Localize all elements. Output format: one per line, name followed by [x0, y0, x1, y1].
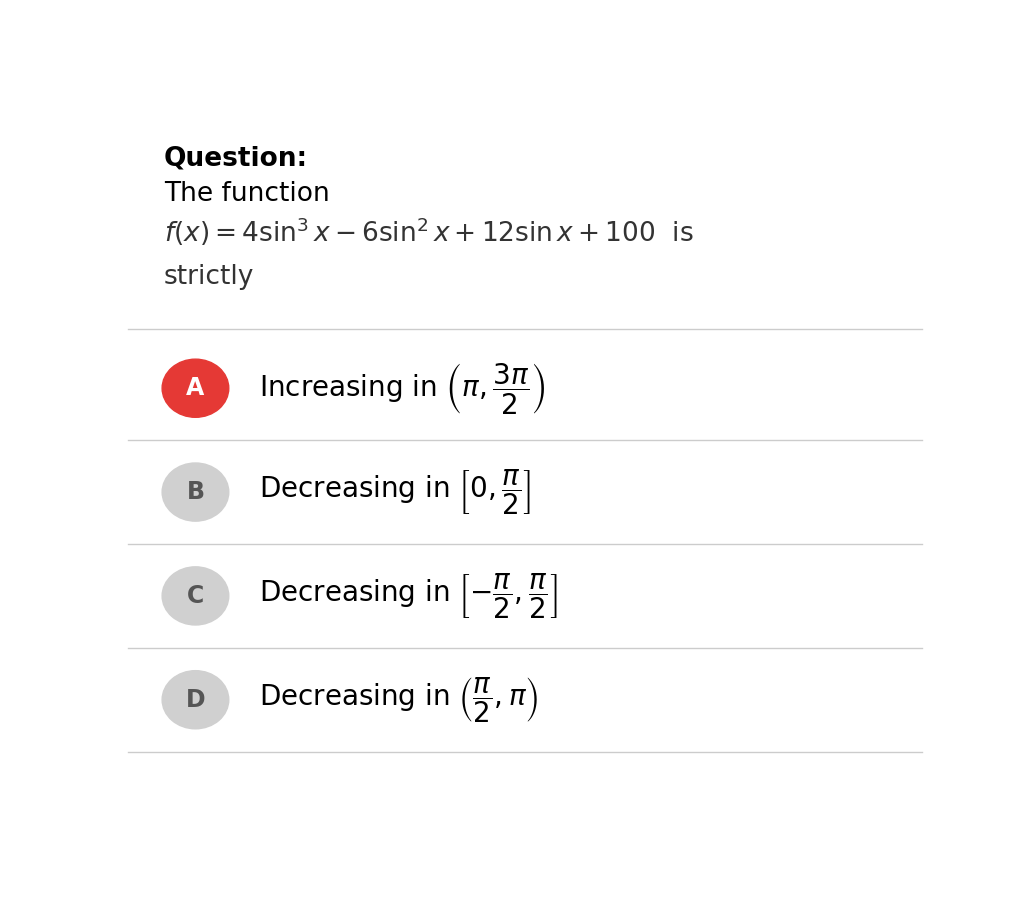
Circle shape: [162, 671, 228, 729]
Text: D: D: [185, 688, 205, 712]
Circle shape: [162, 360, 228, 417]
Text: C: C: [186, 584, 204, 608]
Circle shape: [162, 463, 228, 521]
Text: Decreasing in $\left[-\dfrac{\pi}{2} ,\dfrac{\pi}{2}\right]$: Decreasing in $\left[-\dfrac{\pi}{2} ,\d…: [259, 571, 558, 620]
Text: Decreasing in $\left[0 ,\dfrac{\pi}{2}\right]$: Decreasing in $\left[0 ,\dfrac{\pi}{2}\r…: [259, 467, 530, 517]
Text: A: A: [186, 377, 205, 400]
Text: $f(x) = 4\sin^3 x - 6\sin^2 x + 12\sin x + 100$  is: $f(x) = 4\sin^3 x - 6\sin^2 x + 12\sin x…: [164, 215, 693, 248]
Text: Increasing in $\left(\pi ,\dfrac{3\pi}{2}\right)$: Increasing in $\left(\pi ,\dfrac{3\pi}{2…: [259, 360, 546, 415]
Circle shape: [162, 567, 228, 625]
Text: Decreasing in $\left(\dfrac{\pi}{2} ,\pi\right)$: Decreasing in $\left(\dfrac{\pi}{2} ,\pi…: [259, 675, 539, 725]
Text: strictly: strictly: [164, 263, 254, 289]
Text: Question:: Question:: [164, 146, 308, 172]
Text: B: B: [186, 480, 205, 504]
Text: The function: The function: [164, 181, 330, 207]
